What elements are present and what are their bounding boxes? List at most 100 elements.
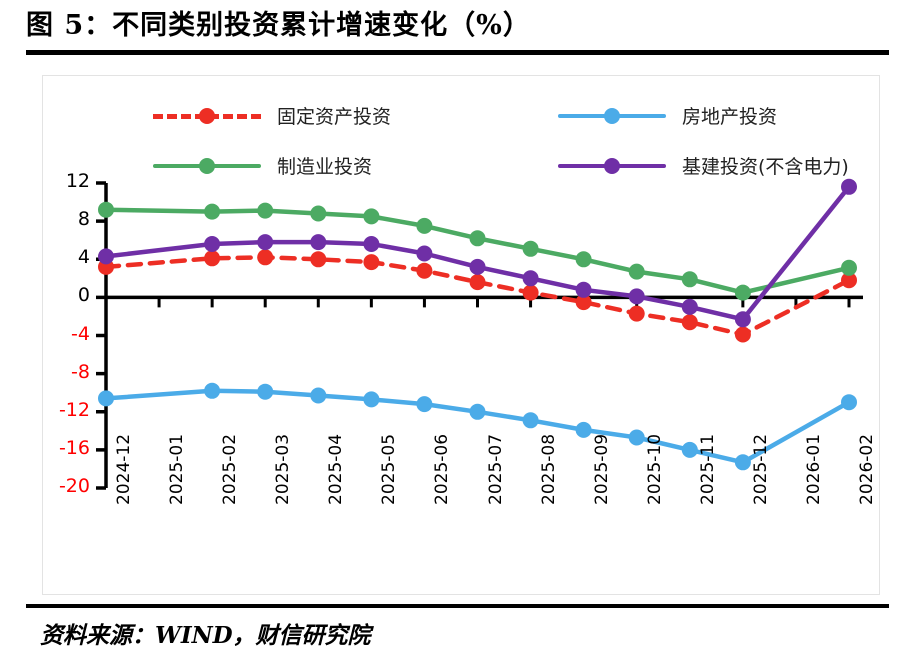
x-axis-tick-label: 2025-11 xyxy=(697,433,718,505)
data-point-基建投资(不含电力) xyxy=(204,236,221,252)
y-axis-tick-label: -12 xyxy=(58,398,90,421)
y-axis-tick-label: 8 xyxy=(77,208,90,231)
figure-title-block: 图 5：不同类别投资累计增速变化（%） xyxy=(26,6,889,55)
legend-swatch-4 xyxy=(558,157,666,175)
data-point-固定资产投资 xyxy=(469,274,486,291)
data-point-基建投资(不含电力) xyxy=(257,234,274,251)
x-axis-tick-label: 2025-10 xyxy=(644,433,665,505)
data-point-固定资产投资 xyxy=(628,305,645,322)
data-point-房地产投资 xyxy=(681,441,698,458)
legend-label-3: 制造业投资 xyxy=(277,156,373,178)
x-axis-tick-label: 2025-12 xyxy=(750,433,771,505)
data-point-制造业投资 xyxy=(257,202,274,219)
data-point-固定资产投资 xyxy=(310,251,327,268)
legend-marker-1 xyxy=(199,107,215,124)
legend-item-4[interactable]: 基建投资(不含电力) xyxy=(558,152,849,179)
data-point-固定资产投资 xyxy=(204,250,221,267)
data-point-基建投资(不含电力) xyxy=(681,298,698,315)
data-point-制造业投资 xyxy=(204,203,221,220)
legend-item-2[interactable]: 房地产投资 xyxy=(558,102,777,129)
x-axis-tick-label: 2026-02 xyxy=(857,433,877,505)
data-point-制造业投资 xyxy=(681,271,698,288)
data-point-固定资产投资 xyxy=(575,294,592,311)
y-axis-tick-label: -8 xyxy=(71,360,90,383)
data-point-基建投资(不含电力) xyxy=(310,234,327,251)
data-point-房地产投资 xyxy=(204,382,221,399)
data-point-制造业投资 xyxy=(416,217,433,234)
data-point-基建投资(不含电力) xyxy=(469,258,486,275)
x-axis-tick-label: 2025-04 xyxy=(326,433,347,505)
x-axis-tick-label: 2025-01 xyxy=(167,433,188,505)
data-point-制造业投资 xyxy=(734,284,751,301)
data-point-固定资产投资 xyxy=(841,272,857,289)
data-point-固定资产投资 xyxy=(734,326,751,343)
data-point-基建投资(不含电力) xyxy=(575,281,592,298)
legend-marker-2 xyxy=(604,107,620,124)
page-title: 图 5：不同类别投资累计增速变化（%） xyxy=(26,10,531,41)
chart-svg xyxy=(96,178,863,490)
data-point-制造业投资 xyxy=(522,240,539,257)
chart-legend: 固定资产投资 房地产投资制造业投资 基建投资(不含电力) xyxy=(43,94,881,184)
x-axis-tick-label: 2025-06 xyxy=(432,433,453,505)
data-point-房地产投资 xyxy=(628,429,645,446)
x-axis-tick-label: 2025-09 xyxy=(591,433,612,505)
y-axis-tick-label: -16 xyxy=(58,436,90,459)
data-point-制造业投资 xyxy=(575,251,592,268)
data-point-固定资产投资 xyxy=(416,262,433,279)
data-point-基建投资(不含电力) xyxy=(98,248,114,265)
data-point-房地产投资 xyxy=(98,390,114,407)
data-point-基建投资(不含电力) xyxy=(841,178,857,195)
legend-item-1[interactable]: 固定资产投资 xyxy=(153,102,391,129)
series-line-房地产投资 xyxy=(103,388,852,465)
x-axis-tick-label: 2025-02 xyxy=(220,433,241,505)
legend-swatch-2 xyxy=(558,107,666,125)
chart-plot-area: 12 8 4 0 -4 -8 -12 -16 -20 2024-12 2025-01 2025-02 2… xyxy=(43,76,881,596)
x-axis-tick-label: 2025-08 xyxy=(538,433,559,505)
data-point-基建投资(不含电力) xyxy=(734,311,751,328)
title-divider xyxy=(26,50,889,55)
data-point-固定资产投资 xyxy=(257,249,274,266)
x-axis-tick-label: 2024-12 xyxy=(114,433,134,505)
data-point-基建投资(不含电力) xyxy=(416,245,433,262)
chart-container: 固定资产投资 房地产投资制造业投资 基建投资(不含电力) 12 8 4 0 -4 -8 -12 -… xyxy=(42,75,880,595)
x-axis-tick-label: 2025-07 xyxy=(485,433,506,505)
data-point-房地产投资 xyxy=(734,454,751,471)
y-axis-tick-label: 12 xyxy=(65,170,90,192)
y-axis-tick-label: 4 xyxy=(77,246,90,269)
legend-swatch-1 xyxy=(153,107,261,125)
legend-label-1: 固定资产投资 xyxy=(277,106,392,128)
legend-marker-4 xyxy=(604,157,620,174)
x-axis-tick-label: 2025-05 xyxy=(379,433,400,505)
data-point-房地产投资 xyxy=(522,412,539,429)
data-point-制造业投资 xyxy=(363,208,380,225)
data-point-基建投资(不含电力) xyxy=(522,270,539,287)
data-point-房地产投资 xyxy=(363,391,380,408)
data-point-房地产投资 xyxy=(416,396,433,413)
data-point-房地产投资 xyxy=(575,421,592,438)
data-point-固定资产投资 xyxy=(363,254,380,271)
data-point-制造业投资 xyxy=(628,263,645,280)
legend-label-2: 房地产投资 xyxy=(682,106,778,128)
data-point-制造业投资 xyxy=(310,205,327,222)
data-point-房地产投资 xyxy=(257,383,274,400)
data-point-制造业投资 xyxy=(98,201,114,218)
x-axis-tick-label: 2025-03 xyxy=(273,433,294,505)
legend-label-4: 基建投资(不含电力) xyxy=(682,156,849,178)
data-point-制造业投资 xyxy=(841,259,857,276)
data-point-基建投资(不含电力) xyxy=(363,236,380,252)
data-point-房地产投资 xyxy=(310,387,327,404)
legend-marker-3 xyxy=(199,157,215,174)
data-point-固定资产投资 xyxy=(681,314,698,331)
data-point-房地产投资 xyxy=(469,403,486,420)
y-axis-tick-label: -4 xyxy=(71,322,90,345)
data-point-房地产投资 xyxy=(841,394,857,411)
y-axis-tick-label: -20 xyxy=(58,475,90,497)
source-note: 资料来源：WIND，财信研究院 xyxy=(40,622,371,649)
footer-divider xyxy=(26,604,889,608)
data-point-基建投资(不含电力) xyxy=(628,288,645,305)
y-axis-tick-label: 0 xyxy=(77,284,90,307)
legend-item-3[interactable]: 制造业投资 xyxy=(153,152,372,179)
x-axis-tick-label: 2026-01 xyxy=(803,433,824,505)
legend-swatch-3 xyxy=(153,157,261,175)
